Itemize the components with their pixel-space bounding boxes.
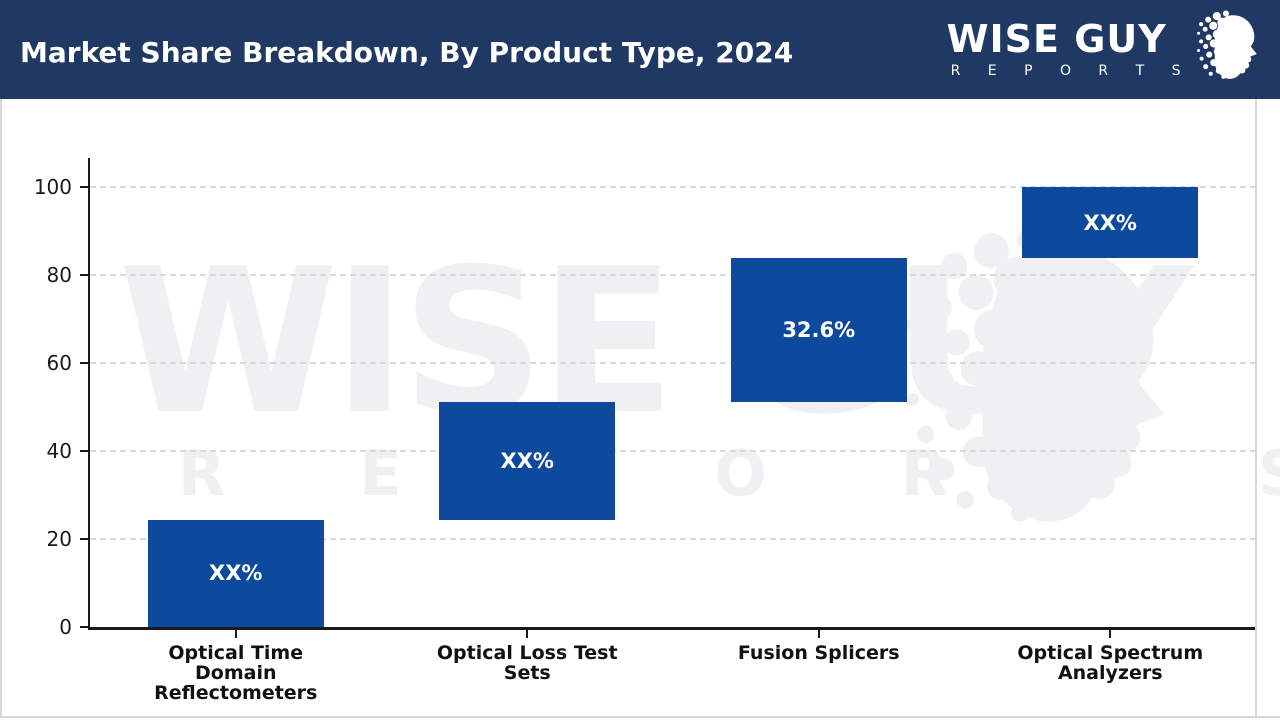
x-tick-mark [526,630,529,638]
x-axis-line [88,627,1256,630]
gridline [90,274,1256,276]
x-category-label: Optical Time Domain Reflectometers [86,643,386,703]
x-category-line: Optical Spectrum [1017,642,1204,664]
header: Market Share Breakdown, By Product Type,… [0,0,1280,99]
bar-value-label: XX% [209,561,263,586]
x-category-line: Analyzers [1057,662,1163,684]
x-category-line: Domain [195,662,277,684]
bar-segment [147,519,324,627]
bar-segment [439,401,616,520]
x-tick-mark [1109,630,1112,638]
x-tick-mark [234,630,237,638]
figure-right-border [1255,99,1257,718]
y-axis-line [88,158,90,630]
y-axis-tick-label: 40 [46,439,72,463]
x-category-label: Fusion Splicers [669,643,969,663]
bar-segment [1022,187,1199,259]
gridline [90,362,1256,364]
bar-value-label: 32.6% [782,318,856,342]
bar-segment [730,258,907,402]
brand-name: WISE GUY [946,17,1167,62]
y-tick-mark [80,274,88,276]
x-category-line: Reflectometers [154,682,318,704]
bar-value-label: XX% [1083,210,1137,235]
y-axis-tick-label: 20 [46,527,72,551]
bar-value-label: XX% [500,448,554,473]
x-category-label: Optical Loss Test Sets [377,643,677,683]
gridline [90,186,1256,188]
gridline [90,538,1256,540]
watermark-head-icon [906,226,1165,522]
watermark-brand-text: WISE GUY [118,226,1193,459]
x-category-line: Optical Loss Test [436,642,618,664]
y-tick-mark [80,626,88,628]
brand-subtitle: R E P O R T S [950,62,1192,79]
x-category-line: Sets [503,662,551,684]
figure-bottom-border [0,716,1280,718]
y-tick-mark [80,450,88,452]
gridline [90,450,1256,452]
brand-text: WISE GUY R E P O R T S [946,17,1192,79]
x-tick-mark [817,630,820,638]
y-tick-mark [80,186,88,188]
figure-left-border [0,99,2,718]
y-axis-tick-label: 80 [46,263,72,287]
y-tick-mark [80,538,88,540]
brand-logo: WISE GUY R E P O R T S [947,9,1270,90]
watermark-reports-text: R E P O R T S [178,437,1280,510]
x-category-label: Optical Spectrum Analyzers [960,643,1260,683]
x-category-line: Optical Time [168,642,304,664]
page-title: Market Share Breakdown, By Product Type,… [20,36,794,69]
wiseguy-head-icon [1197,10,1257,79]
x-category-line: Fusion Splicers [737,642,900,664]
y-tick-mark [80,362,88,364]
y-axis-tick-label: 60 [46,351,72,375]
y-axis-tick-label: 0 [59,615,72,639]
y-axis-tick-label: 100 [33,175,72,199]
